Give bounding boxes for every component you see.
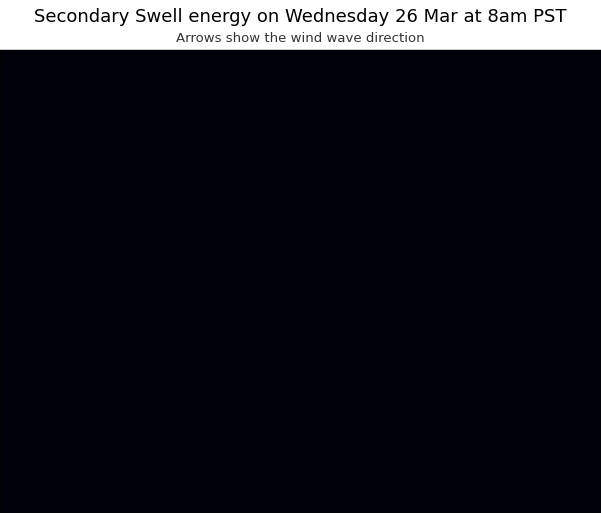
Text: Arrows show the wind wave direction: Arrows show the wind wave direction	[176, 32, 425, 46]
Text: Secondary Swell energy on Wednesday 26 Mar at 8am PST: Secondary Swell energy on Wednesday 26 M…	[34, 8, 567, 26]
